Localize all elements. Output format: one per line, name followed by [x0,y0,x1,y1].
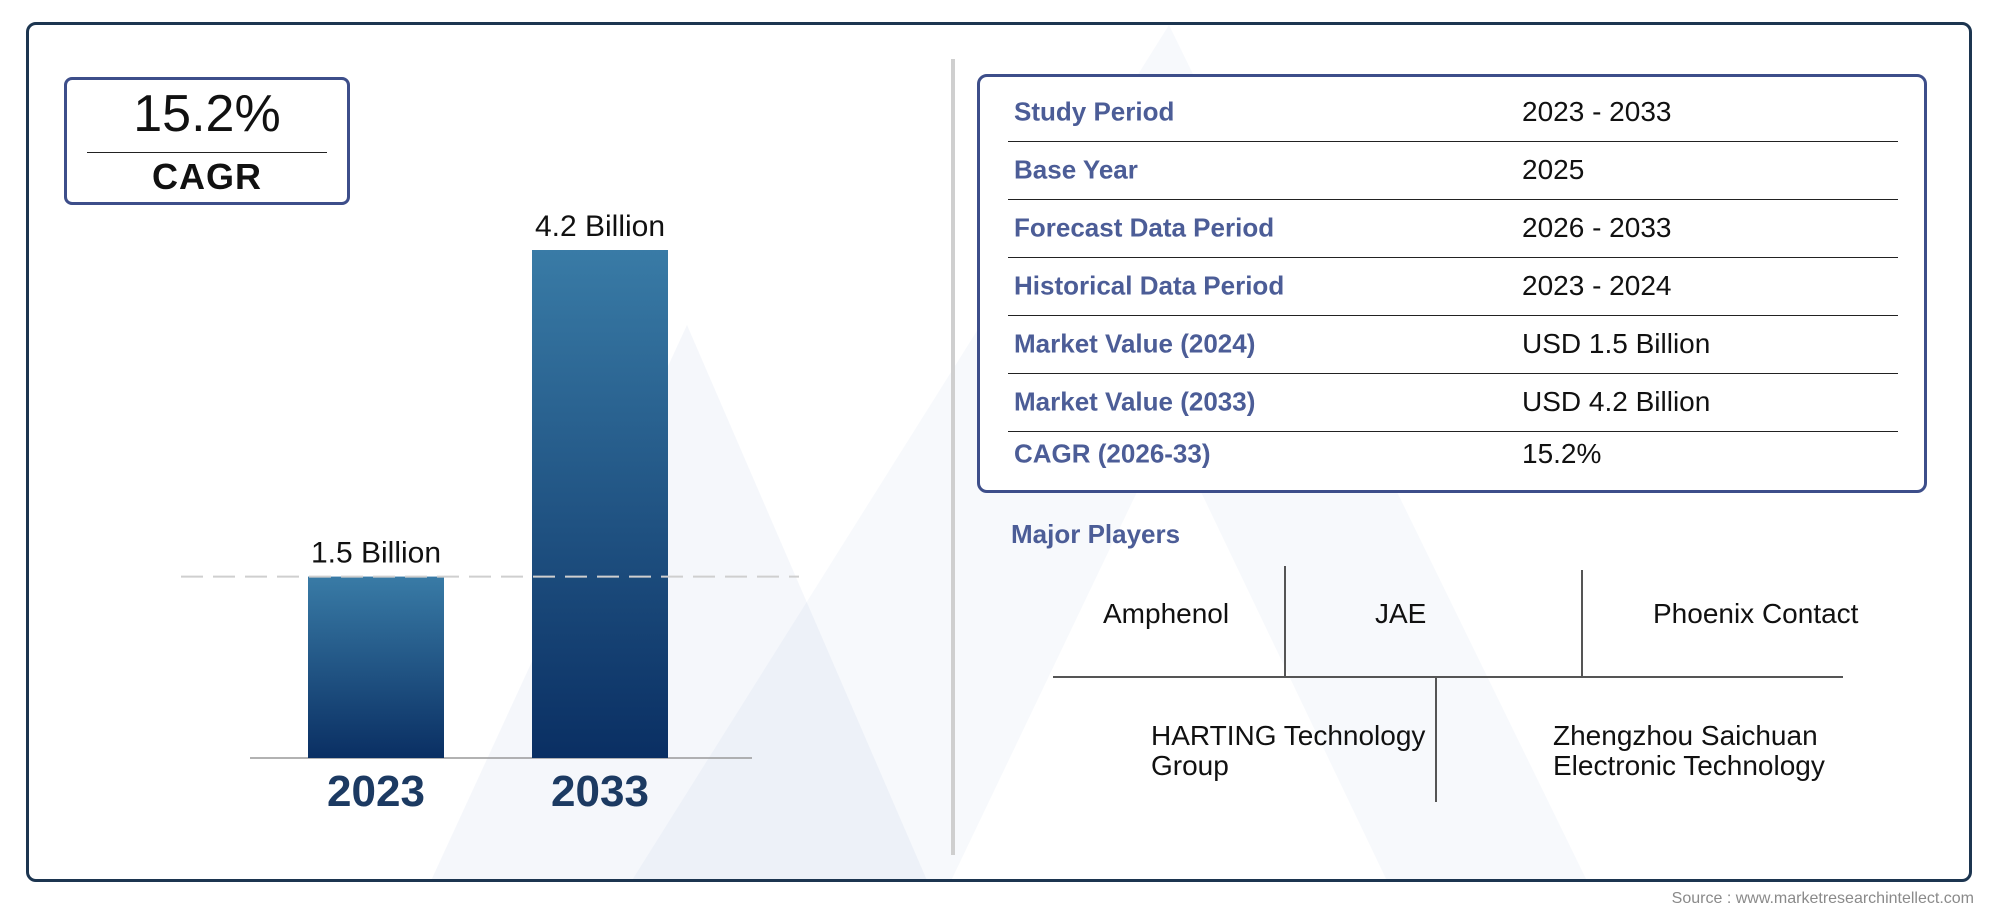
section-divider [951,59,955,855]
table-row-value: 15.2% [1522,438,1602,469]
cagr-value: 15.2% [133,85,281,143]
table-row-value: 2026 - 2033 [1522,212,1672,243]
cagr-divider [87,152,327,153]
infographic-frame: 15.2% CAGR 1.5 Billion 2023 4.2 Billion 203… [26,22,1972,882]
table-row-value: USD 4.2 Billion [1522,386,1711,417]
table-row-value: 2025 [1522,154,1585,185]
table-row-label: Market Value (2024) [1014,328,1256,359]
player-name: HARTING Technology Group [1151,720,1426,781]
table-row-label: CAGR (2026-33) [1014,438,1211,469]
table-row: Forecast Data Period 2026 - 2033 [1008,199,1898,258]
cagr-card: 15.2% CAGR [64,77,350,205]
data-label: 1.5 Billion [311,537,441,570]
table-row-label: Base Year [1014,154,1138,185]
player-name: Phoenix Contact [1653,598,1859,629]
bar [308,576,444,758]
data-label: 4.2 Billion [535,210,665,243]
player-divider [1053,676,1843,678]
x-tick-label: 2023 [327,767,425,816]
table-row-label: Market Value (2033) [1014,386,1256,417]
table-row-value: 2023 - 2024 [1522,270,1672,301]
player-divider [1435,676,1437,802]
bar [532,250,668,758]
major-players-title: Major Players [1011,519,1181,549]
cagr-label: CAGR [152,156,262,197]
market-bar-chart: 1.5 Billion 2023 4.2 Billion 2033 [181,210,799,816]
player-divider [1581,570,1583,676]
table-row: Market Value (2033) USD 4.2 Billion [1008,373,1898,432]
table-row: Historical Data Period 2023 - 2024 [1008,257,1898,316]
table-row: Market Value (2024) USD 1.5 Billion [1008,315,1898,374]
table-row-value: USD 1.5 Billion [1522,328,1711,359]
player-name: Zhengzhou Saichuan Electronic Technology [1553,720,1825,781]
player-name: Amphenol [1103,598,1230,629]
table-row-label: Forecast Data Period [1014,212,1275,243]
table-row: CAGR (2026-33) 15.2% [1008,425,1898,483]
player-divider [1284,566,1286,676]
table-row: Study Period 2023 - 2033 [1008,83,1898,142]
market-summary-table: Study Period 2023 - 2033 Base Year 2025 Fore… [977,74,1927,493]
x-tick-label: 2033 [551,767,649,816]
table-row-label: Study Period [1014,96,1175,127]
player-name: JAE [1375,598,1427,629]
table-row-label: Historical Data Period [1014,270,1285,301]
source-credit: Source : www.marketresearchintellect.com [1671,890,1974,907]
table-row-value: 2023 - 2033 [1522,96,1672,127]
table-row: Base Year 2025 [1008,141,1898,200]
